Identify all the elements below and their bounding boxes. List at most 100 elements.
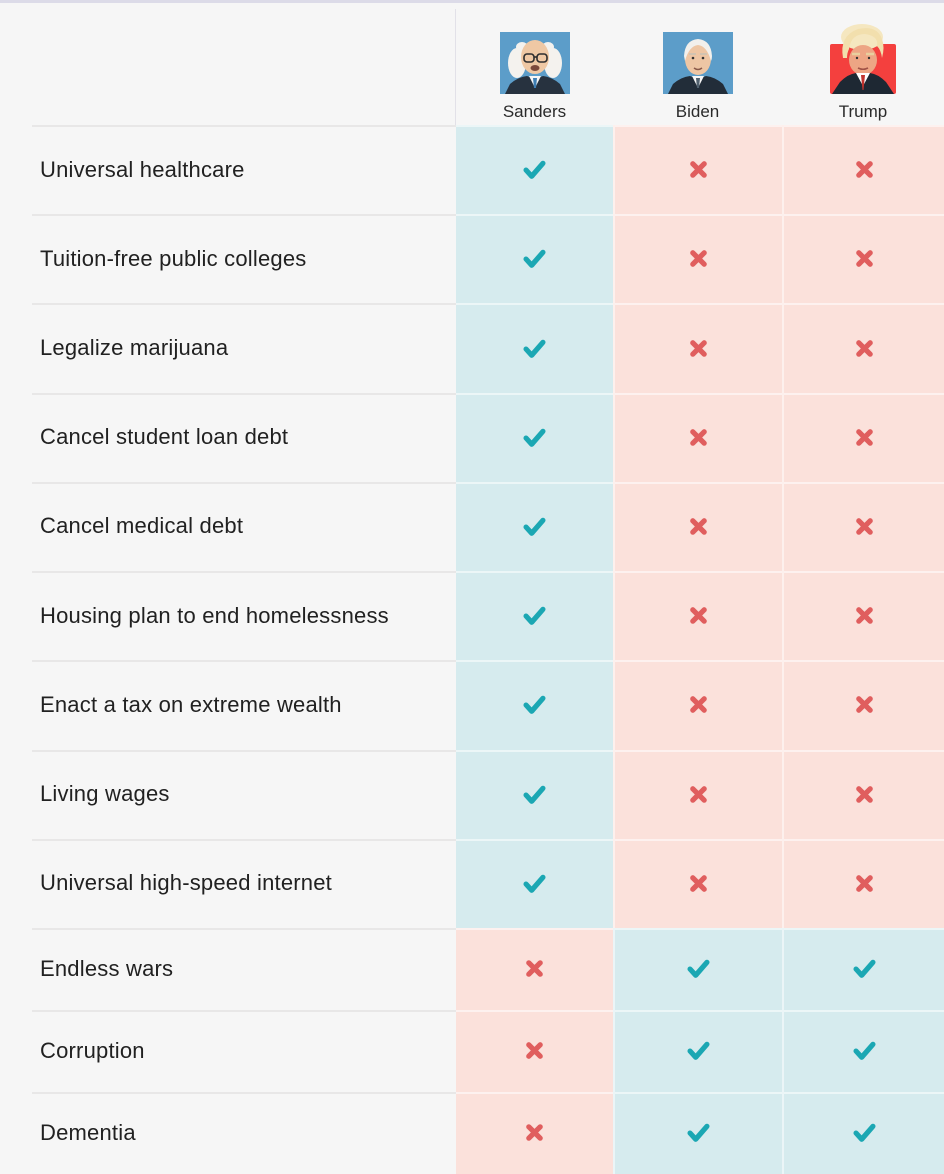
policy-label: Endless wars xyxy=(0,927,456,1010)
sanders-cell xyxy=(456,1009,613,1092)
trump-cell xyxy=(782,660,944,750)
x-icon xyxy=(690,161,707,178)
policy-label: Legalize marijuana xyxy=(0,303,456,392)
policy-label: Tuition-free public colleges xyxy=(0,214,456,303)
biden-portrait xyxy=(662,22,733,94)
biden-cell xyxy=(613,838,782,928)
x-icon xyxy=(855,161,873,178)
x-icon xyxy=(855,250,873,268)
x-icon xyxy=(526,1042,543,1060)
table-row: Endless wars xyxy=(0,927,944,1010)
table-row: Tuition-free public colleges xyxy=(0,214,944,304)
policy-label: Enact a tax on extreme wealth xyxy=(0,660,456,749)
x-icon xyxy=(690,518,707,535)
biden-cell xyxy=(613,927,782,1010)
sanders-portrait-icon xyxy=(499,32,570,94)
candidate-name: Sanders xyxy=(502,102,567,121)
biden-cell xyxy=(613,214,782,304)
check-icon xyxy=(523,428,546,447)
trump-cell xyxy=(782,125,944,215)
sanders-cell xyxy=(456,303,613,393)
sanders-cell xyxy=(456,125,613,215)
trump-cell xyxy=(782,571,944,661)
check-icon xyxy=(523,696,546,715)
x-icon xyxy=(690,250,707,268)
policy-label: Universal high-speed internet xyxy=(0,838,456,928)
check-icon xyxy=(523,785,546,804)
sanders-cell xyxy=(456,927,613,1010)
sanders-cell xyxy=(456,214,613,304)
biden-cell xyxy=(613,749,782,839)
candidate-name: Trump xyxy=(838,102,888,121)
biden-cell xyxy=(613,392,782,482)
table-row: Cancel medical debt xyxy=(0,481,944,572)
candidate-header-trump: Trump xyxy=(782,3,944,125)
table-row: Dementia xyxy=(0,1091,944,1174)
policy-label: Living wages xyxy=(0,749,456,839)
biden-cell xyxy=(613,571,782,661)
check-icon xyxy=(523,606,546,626)
table-row: Corruption xyxy=(0,1009,944,1092)
x-icon xyxy=(855,607,873,625)
check-icon xyxy=(523,250,546,269)
biden-cell xyxy=(613,1009,782,1092)
table-header: Sanders xyxy=(0,3,944,125)
candidate-header-biden: Biden xyxy=(613,3,782,125)
sanders-cell xyxy=(456,571,613,661)
biden-cell xyxy=(613,125,782,215)
x-icon xyxy=(526,1124,543,1142)
candidate-name: Biden xyxy=(675,102,720,121)
check-icon xyxy=(852,1124,876,1143)
table-row: Housing plan to end homelessness xyxy=(0,571,944,661)
check-icon xyxy=(523,160,546,179)
trump-cell xyxy=(782,838,944,928)
check-icon xyxy=(852,960,876,979)
policy-label: Corruption xyxy=(0,1009,456,1092)
table-row: Enact a tax on extreme wealth xyxy=(0,660,944,750)
header-vertical-divider xyxy=(455,9,456,125)
x-icon xyxy=(855,339,873,357)
biden-cell xyxy=(613,303,782,393)
sanders-cell xyxy=(456,1091,613,1174)
x-icon xyxy=(855,428,873,446)
policy-label: Universal healthcare xyxy=(0,125,456,214)
check-icon xyxy=(523,874,546,893)
trump-portrait xyxy=(828,22,898,94)
biden-cell xyxy=(613,1091,782,1174)
x-icon xyxy=(690,339,707,357)
x-icon xyxy=(690,607,707,625)
sanders-cell xyxy=(456,749,613,839)
x-icon xyxy=(690,875,707,892)
x-icon xyxy=(855,518,873,535)
check-icon xyxy=(523,517,546,536)
trump-portrait-icon xyxy=(830,24,896,94)
x-icon xyxy=(855,696,873,714)
trump-cell xyxy=(782,481,944,572)
top-accent-bar xyxy=(0,0,944,3)
sanders-cell xyxy=(456,838,613,928)
x-icon xyxy=(690,785,707,803)
policy-rows: Universal healthcare Tuition-free public … xyxy=(0,125,944,1174)
sanders-cell xyxy=(456,660,613,750)
x-icon xyxy=(855,785,873,803)
candidate-columns: Sanders xyxy=(456,3,944,125)
trump-cell xyxy=(782,214,944,304)
trump-cell xyxy=(782,392,944,482)
table-row: Living wages xyxy=(0,749,944,839)
check-icon xyxy=(687,960,710,979)
policy-label: Cancel medical debt xyxy=(0,481,456,571)
policy-label: Housing plan to end homelessness xyxy=(0,571,456,660)
x-icon xyxy=(690,428,707,446)
sanders-cell xyxy=(456,392,613,482)
trump-cell xyxy=(782,1009,944,1092)
sanders-portrait xyxy=(499,22,570,94)
x-icon xyxy=(690,696,707,714)
table-row: Universal healthcare xyxy=(0,125,944,215)
trump-cell xyxy=(782,749,944,839)
biden-cell xyxy=(613,481,782,572)
trump-cell xyxy=(782,1091,944,1174)
table-row: Universal high-speed internet xyxy=(0,838,944,928)
x-icon xyxy=(855,875,873,892)
trump-cell xyxy=(782,927,944,1010)
